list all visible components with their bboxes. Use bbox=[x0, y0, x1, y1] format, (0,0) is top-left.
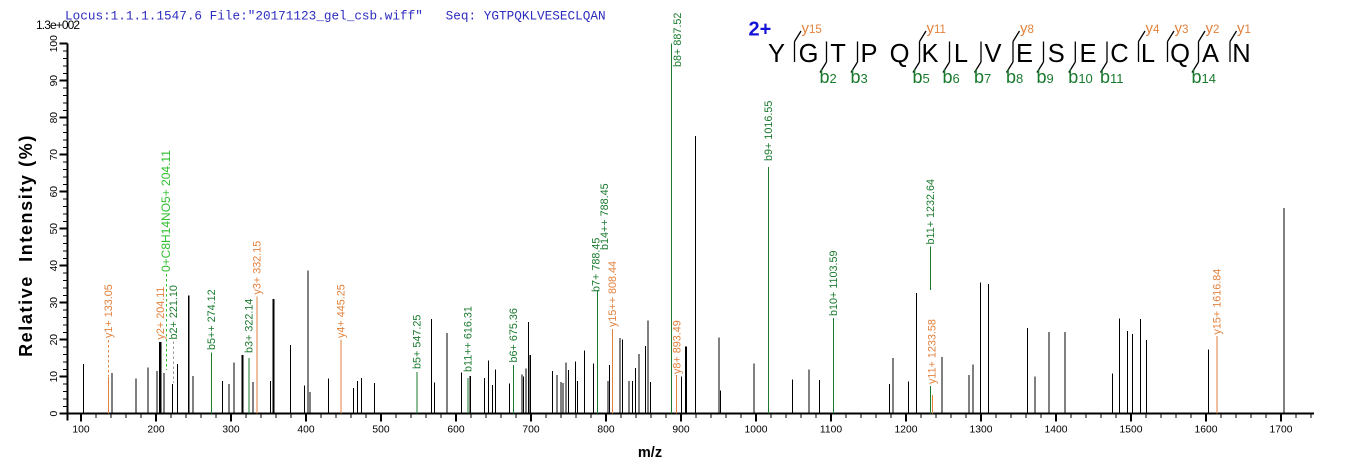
svg-text:b7+ 788.45: b7+ 788.45 bbox=[590, 238, 602, 292]
svg-text:E: E bbox=[1016, 40, 1033, 68]
svg-text:b5: b5 bbox=[913, 67, 930, 87]
svg-text:A: A bbox=[1202, 40, 1219, 68]
svg-text:0+C8H14NO5+ 204.11: 0+C8H14NO5+ 204.11 bbox=[159, 150, 173, 272]
svg-text:1300: 1300 bbox=[970, 425, 993, 436]
svg-text:L: L bbox=[954, 40, 968, 68]
svg-text:b2: b2 bbox=[820, 67, 837, 87]
svg-text:2+: 2+ bbox=[749, 19, 772, 41]
svg-text:b9+ 1016.55: b9+ 1016.55 bbox=[763, 101, 775, 161]
svg-text:300: 300 bbox=[222, 425, 239, 436]
svg-text:200: 200 bbox=[147, 425, 164, 436]
svg-text:b6+ 675.36: b6+ 675.36 bbox=[508, 308, 520, 362]
svg-text:30: 30 bbox=[49, 297, 60, 309]
svg-text:m/z: m/z bbox=[638, 445, 662, 461]
svg-text:y2: y2 bbox=[1206, 20, 1220, 37]
svg-text:0: 0 bbox=[49, 411, 60, 417]
svg-text:b10+ 1103.59: b10+ 1103.59 bbox=[828, 250, 840, 316]
svg-text:T: T bbox=[830, 40, 846, 68]
svg-text:N: N bbox=[1232, 40, 1250, 68]
svg-text:1700: 1700 bbox=[1270, 425, 1293, 436]
svg-text:y11: y11 bbox=[927, 20, 946, 37]
svg-text:V: V bbox=[984, 40, 1001, 68]
svg-text:y8: y8 bbox=[1020, 20, 1034, 37]
svg-text:b11: b11 bbox=[1100, 67, 1124, 87]
svg-text:Relative Intensity (%): Relative Intensity (%) bbox=[16, 134, 36, 357]
svg-text:y4: y4 bbox=[1146, 20, 1161, 37]
svg-text:1600: 1600 bbox=[1195, 425, 1218, 436]
svg-text:40: 40 bbox=[49, 260, 60, 272]
svg-text:E: E bbox=[1079, 40, 1096, 68]
svg-text:10: 10 bbox=[49, 371, 60, 383]
svg-text:Q: Q bbox=[1170, 40, 1190, 68]
svg-text:b14: b14 bbox=[1192, 67, 1216, 87]
svg-text:P: P bbox=[860, 40, 877, 68]
svg-text:b6: b6 bbox=[943, 67, 960, 87]
svg-text:b8+ 887.52: b8+ 887.52 bbox=[672, 13, 684, 67]
svg-text:y1: y1 bbox=[1237, 20, 1251, 37]
svg-text:700: 700 bbox=[522, 425, 539, 436]
svg-text:600: 600 bbox=[447, 425, 464, 436]
svg-text:Q: Q bbox=[890, 40, 910, 68]
svg-text:1400: 1400 bbox=[1045, 425, 1068, 436]
svg-text:90: 90 bbox=[49, 75, 60, 87]
svg-text:1200: 1200 bbox=[895, 425, 918, 436]
svg-text:b7: b7 bbox=[974, 67, 991, 87]
svg-text:500: 500 bbox=[372, 425, 389, 436]
svg-text:Y: Y bbox=[768, 40, 785, 68]
svg-text:y3: y3 bbox=[1175, 20, 1189, 37]
svg-text:400: 400 bbox=[297, 425, 314, 436]
svg-text:y1+ 133.05: y1+ 133.05 bbox=[103, 284, 115, 338]
svg-text:C: C bbox=[1110, 40, 1128, 68]
svg-text:b8: b8 bbox=[1006, 67, 1023, 87]
svg-text:100: 100 bbox=[72, 425, 89, 436]
svg-text:K: K bbox=[921, 40, 938, 68]
svg-text:y4+ 445.25: y4+ 445.25 bbox=[336, 284, 348, 338]
svg-text:y15: y15 bbox=[802, 20, 822, 37]
svg-text:b5+ 547.25: b5+ 547.25 bbox=[412, 315, 424, 369]
svg-text:50: 50 bbox=[49, 223, 60, 235]
svg-text:800: 800 bbox=[597, 425, 614, 436]
svg-text:b10: b10 bbox=[1068, 67, 1092, 87]
svg-text:1100: 1100 bbox=[820, 425, 842, 436]
svg-text:Locus:1.1.1.1547.6 File:"20171: Locus:1.1.1.1547.6 File:"20171123_gel_cs… bbox=[65, 9, 606, 24]
svg-text:1500: 1500 bbox=[1120, 425, 1143, 436]
svg-text:100: 100 bbox=[49, 35, 60, 52]
svg-text:S: S bbox=[1048, 40, 1065, 68]
svg-text:b11+ 1232.64: b11+ 1232.64 bbox=[925, 179, 937, 245]
svg-text:b5++ 274.12: b5++ 274.12 bbox=[206, 289, 218, 350]
svg-text:G: G bbox=[799, 40, 819, 68]
svg-text:b11++ 616.31: b11++ 616.31 bbox=[463, 306, 475, 372]
svg-text:1.3e+002: 1.3e+002 bbox=[36, 18, 80, 32]
svg-text:b3+ 322.14: b3+ 322.14 bbox=[244, 299, 256, 353]
svg-text:b2+ 221.10: b2+ 221.10 bbox=[168, 285, 180, 339]
svg-text:y15+ 1616.84: y15+ 1616.84 bbox=[1211, 269, 1223, 335]
svg-text:y2+ 204.11: y2+ 204.11 bbox=[155, 287, 167, 340]
svg-text:b9: b9 bbox=[1037, 67, 1054, 87]
svg-text:900: 900 bbox=[672, 425, 689, 436]
svg-text:b3: b3 bbox=[851, 67, 868, 87]
svg-text:1000: 1000 bbox=[745, 425, 768, 436]
svg-text:70: 70 bbox=[49, 149, 60, 161]
svg-text:80: 80 bbox=[49, 112, 60, 124]
svg-text:60: 60 bbox=[49, 186, 60, 198]
svg-text:L: L bbox=[1141, 40, 1155, 68]
svg-text:20: 20 bbox=[49, 334, 60, 346]
svg-text:y11+ 1233.58: y11+ 1233.58 bbox=[926, 319, 938, 384]
svg-text:y3+ 332.15: y3+ 332.15 bbox=[251, 241, 263, 295]
svg-text:b14++ 788.45: b14++ 788.45 bbox=[599, 183, 611, 250]
svg-text:y15++ 808.44: y15++ 808.44 bbox=[607, 261, 619, 327]
svg-text:y8+ 893.49: y8+ 893.49 bbox=[671, 320, 683, 374]
